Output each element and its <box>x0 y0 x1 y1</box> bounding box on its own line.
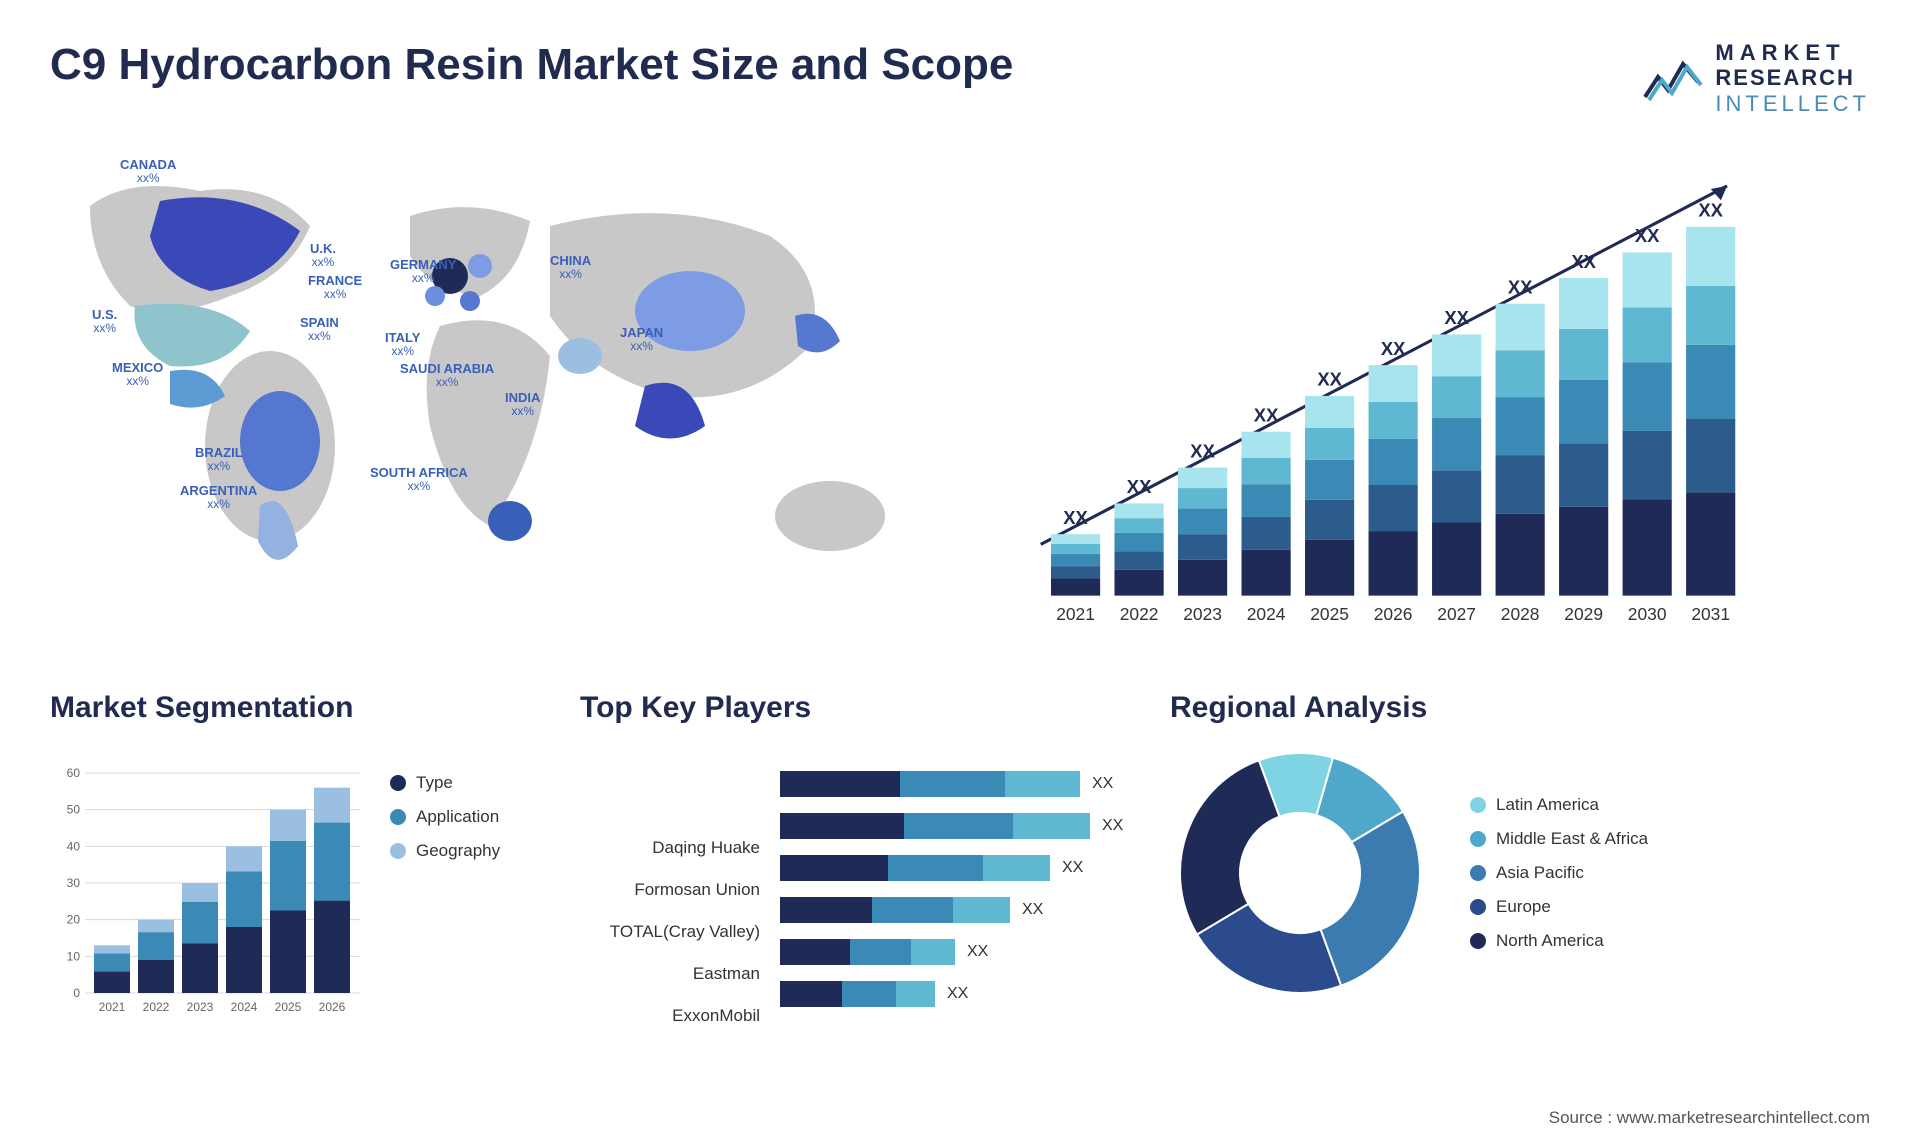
svg-text:XX: XX <box>1635 225 1660 246</box>
region-legend-europe: Europe <box>1470 897 1870 917</box>
svg-text:2030: 2030 <box>1628 604 1667 624</box>
players-panel: Top Key Players Daqing HuakeFormosan Uni… <box>580 691 1140 1071</box>
seg-legend-type: Type <box>390 773 550 793</box>
svg-text:2031: 2031 <box>1691 604 1730 624</box>
page-title: C9 Hydrocarbon Resin Market Size and Sco… <box>50 40 1013 90</box>
svg-text:2026: 2026 <box>1374 604 1413 624</box>
map-label-india: INDIAxx% <box>505 391 540 418</box>
region-legend-north-america: North America <box>1470 931 1870 951</box>
svg-text:2021: 2021 <box>1056 604 1095 624</box>
svg-text:2027: 2027 <box>1437 604 1476 624</box>
player-value: XX <box>1102 817 1123 835</box>
svg-text:2022: 2022 <box>1120 604 1159 624</box>
logo-text-3: INTELLECT <box>1715 91 1870 116</box>
svg-text:2022: 2022 <box>143 1000 170 1014</box>
svg-text:2023: 2023 <box>1183 604 1222 624</box>
svg-text:XX: XX <box>1190 440 1215 461</box>
segmentation-panel: Market Segmentation 0 10 20 30 40 50 60 2021 202… <box>50 691 550 1071</box>
logo-text-2: RESEARCH <box>1715 65 1870 90</box>
map-label-saudi-arabia: SAUDI ARABIAxx% <box>400 362 494 389</box>
svg-text:XX: XX <box>1254 404 1279 425</box>
svg-text:2026: 2026 <box>319 1000 346 1014</box>
svg-text:2025: 2025 <box>1310 604 1349 624</box>
svg-text:XX: XX <box>1571 251 1596 272</box>
player-value: XX <box>967 943 988 961</box>
svg-text:30: 30 <box>67 876 81 890</box>
player-label <box>580 785 760 827</box>
seg-legend-application: Application <box>390 807 550 827</box>
map-label-germany: GERMANYxx% <box>390 258 456 285</box>
regional-title: Regional Analysis <box>1170 691 1870 725</box>
region-legend-middle-east-africa: Middle East & Africa <box>1470 829 1870 849</box>
region-legend-asia-pacific: Asia Pacific <box>1470 863 1870 883</box>
map-label-japan: JAPANxx% <box>620 326 663 353</box>
svg-text:2024: 2024 <box>231 1000 258 1014</box>
brand-logo: MARKET RESEARCH INTELLECT <box>1643 40 1870 116</box>
svg-text:XX: XX <box>1698 200 1723 221</box>
player-value: XX <box>1092 775 1113 793</box>
world-map <box>50 136 950 656</box>
svg-text:2029: 2029 <box>1564 604 1603 624</box>
player-bar-row: XX <box>780 931 1140 973</box>
map-label-argentina: ARGENTINAxx% <box>180 484 257 511</box>
svg-text:2023: 2023 <box>187 1000 214 1014</box>
player-label: ExxonMobil <box>580 995 760 1037</box>
player-bar-row: XX <box>780 973 1140 1015</box>
player-label: Eastman <box>580 953 760 995</box>
map-label-spain: SPAINxx% <box>300 316 339 343</box>
svg-text:60: 60 <box>67 766 81 780</box>
svg-text:2025: 2025 <box>275 1000 302 1014</box>
map-label-china: CHINAxx% <box>550 254 591 281</box>
segmentation-title: Market Segmentation <box>50 691 550 725</box>
svg-text:XX: XX <box>1444 307 1469 328</box>
map-label-canada: CANADAxx% <box>120 158 176 185</box>
map-label-u-s-: U.S.xx% <box>92 308 117 335</box>
player-bar-row: XX <box>780 889 1140 931</box>
svg-text:0: 0 <box>73 986 80 1000</box>
player-value: XX <box>1022 901 1043 919</box>
player-label: Formosan Union <box>580 869 760 911</box>
players-title: Top Key Players <box>580 691 1140 725</box>
seg-legend-geography: Geography <box>390 841 550 861</box>
player-value: XX <box>1062 859 1083 877</box>
main-forecast-chart: XX 2021 XX 2022 XX 2023 XX 2024 XX 2025 XX 2026 XX 20… <box>990 136 1870 656</box>
logo-text-1: MARKET <box>1715 40 1870 65</box>
source-text: Source : www.marketresearchintellect.com <box>1549 1108 1870 1128</box>
logo-icon <box>1643 52 1703 104</box>
player-bar-row: XX <box>780 847 1140 889</box>
player-label: Daqing Huake <box>580 827 760 869</box>
svg-text:XX: XX <box>1127 476 1152 497</box>
regional-panel: Regional Analysis Latin America Middle Ea… <box>1170 691 1870 1071</box>
player-bar-row: XX <box>780 763 1140 805</box>
svg-text:40: 40 <box>67 839 81 853</box>
svg-text:XX: XX <box>1317 369 1342 390</box>
svg-text:XX: XX <box>1063 507 1088 528</box>
svg-text:50: 50 <box>67 803 81 817</box>
map-label-italy: ITALYxx% <box>385 331 420 358</box>
player-label: TOTAL(Cray Valley) <box>580 911 760 953</box>
svg-text:2021: 2021 <box>99 1000 126 1014</box>
world-map-panel: CANADAxx% U.S.xx% MEXICOxx% BRAZILxx% ARGENT… <box>50 136 950 656</box>
svg-text:XX: XX <box>1508 276 1533 297</box>
map-label-brazil: BRAZILxx% <box>195 446 243 473</box>
region-legend-latin-america: Latin America <box>1470 795 1870 815</box>
map-label-mexico: MEXICOxx% <box>112 361 163 388</box>
svg-text:20: 20 <box>67 913 81 927</box>
svg-text:XX: XX <box>1381 338 1406 359</box>
map-label-france: FRANCExx% <box>308 274 362 301</box>
map-label-south-africa: SOUTH AFRICAxx% <box>370 466 468 493</box>
map-label-u-k-: U.K.xx% <box>310 242 336 269</box>
player-bar-row: XX <box>780 805 1140 847</box>
player-value: XX <box>947 985 968 1003</box>
svg-text:2028: 2028 <box>1501 604 1540 624</box>
svg-text:2024: 2024 <box>1247 604 1286 624</box>
svg-text:10: 10 <box>67 949 81 963</box>
